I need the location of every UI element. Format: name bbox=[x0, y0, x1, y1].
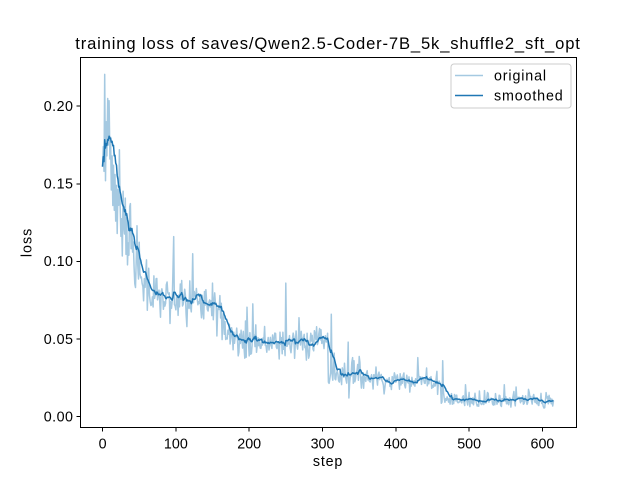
svg-text:training loss of saves/Qwen2.5: training loss of saves/Qwen2.5-Coder-7B_… bbox=[75, 34, 581, 53]
svg-text:200: 200 bbox=[237, 436, 261, 452]
svg-text:400: 400 bbox=[384, 436, 408, 452]
svg-text:step: step bbox=[313, 454, 343, 470]
svg-text:0.20: 0.20 bbox=[44, 99, 74, 115]
svg-text:0: 0 bbox=[99, 436, 107, 452]
svg-text:0.00: 0.00 bbox=[44, 409, 74, 425]
svg-text:smoothed: smoothed bbox=[494, 88, 564, 104]
svg-text:0.10: 0.10 bbox=[44, 254, 74, 270]
svg-text:original: original bbox=[494, 68, 547, 84]
svg-text:500: 500 bbox=[457, 436, 481, 452]
svg-text:loss: loss bbox=[20, 228, 36, 257]
svg-text:100: 100 bbox=[164, 436, 188, 452]
svg-text:0.15: 0.15 bbox=[44, 177, 74, 193]
svg-text:0.05: 0.05 bbox=[44, 332, 74, 348]
svg-text:600: 600 bbox=[531, 436, 555, 452]
svg-text:300: 300 bbox=[311, 436, 335, 452]
